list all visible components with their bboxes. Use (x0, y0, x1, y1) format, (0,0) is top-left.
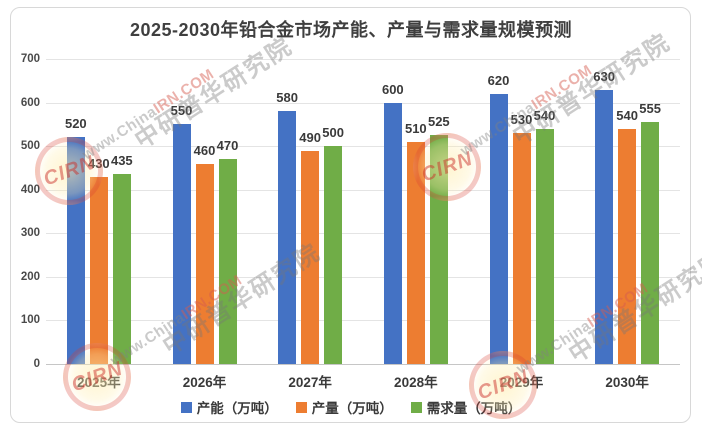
x-axis-label-2030年: 2030年 (605, 375, 649, 390)
legend-swatch-icon (295, 401, 307, 413)
chart-title: 2025-2030年铅合金市场产能、产量与需求量规模预测 (129, 20, 573, 40)
value-label: 530 (510, 112, 533, 128)
bar-2029年-需求量（万吨） (535, 128, 554, 364)
bar-2030年-需求量（万吨） (641, 122, 660, 364)
legend-label: 需求量（万吨） (426, 401, 522, 416)
legend-swatch-icon (180, 401, 192, 413)
y-tick-label-400: 400 (20, 183, 40, 196)
legend-item: 需求量（万吨） (410, 397, 522, 417)
y-tick-label-0: 0 (33, 358, 40, 370)
value-label: 630 (593, 68, 616, 84)
gridline-300 (46, 233, 680, 235)
bar-2026年-需求量（万吨） (218, 159, 237, 364)
x-axis-label-2027年: 2027年 (288, 375, 332, 390)
bar-2030年-产量（万吨） (618, 128, 637, 364)
bar-2029年-产能（万吨） (489, 93, 508, 364)
value-label: 490 (299, 129, 322, 145)
y-tick-label-100: 100 (20, 314, 40, 327)
bar-2026年-产量（万吨） (195, 163, 214, 364)
bar-2025年-产量（万吨） (89, 176, 108, 364)
value-label: 550 (170, 103, 193, 119)
bar-2026年-产能（万吨） (172, 124, 191, 364)
value-label: 470 (216, 138, 239, 154)
value-label: 600 (381, 81, 404, 97)
bar-2028年-产量（万吨） (406, 141, 425, 364)
bar-2025年-产能（万吨） (66, 137, 85, 364)
legend: 产能（万吨） 产量（万吨） 需求量（万吨） (0, 397, 702, 417)
value-label: 435 (110, 153, 133, 169)
x-axis-label-2028年: 2028年 (394, 375, 438, 390)
gridline-100 (46, 320, 680, 322)
x-axis-line (46, 364, 680, 365)
gridline-200 (46, 276, 680, 278)
gridline-600 (46, 102, 680, 104)
legend-label: 产量（万吨） (311, 401, 393, 416)
gridline-400 (46, 189, 680, 191)
value-label: 525 (427, 114, 450, 130)
x-axis-label-2025年: 2025年 (77, 375, 121, 390)
legend-item: 产能（万吨） (180, 397, 278, 417)
gridline-500 (46, 146, 680, 148)
bar-2025年-需求量（万吨） (112, 174, 131, 364)
y-tick-label-500: 500 (20, 140, 40, 153)
value-label: 430 (87, 155, 110, 171)
value-label: 460 (193, 142, 216, 158)
value-label: 510 (404, 120, 427, 136)
bar-2030年-产能（万吨） (595, 89, 614, 364)
plot-area: 520 430 435 550 460 470 580 490 500 600 510 525 620 5… (46, 59, 680, 365)
y-tick-label-700: 700 (20, 53, 40, 65)
bar-2028年-需求量（万吨） (429, 135, 448, 364)
x-axis-label-2029年: 2029年 (499, 375, 544, 390)
bar-2027年-产能（万吨） (278, 111, 297, 364)
value-label: 620 (487, 72, 510, 88)
legend-swatch-icon (410, 401, 422, 413)
gridline-700 (46, 59, 680, 60)
bar-2027年-需求量（万吨） (324, 146, 343, 364)
value-label: 520 (64, 116, 87, 132)
y-tick-label-200: 200 (20, 270, 40, 283)
bar-2028年-产能（万吨） (383, 102, 402, 364)
value-label: 500 (322, 125, 345, 141)
legend-item: 产量（万吨） (295, 397, 393, 417)
value-label: 580 (276, 90, 299, 106)
bar-2027年-产量（万吨） (301, 150, 320, 364)
value-label: 540 (616, 107, 639, 123)
y-tick-label-300: 300 (20, 227, 40, 240)
legend-label: 产能（万吨） (196, 401, 278, 416)
chart-border-frame (10, 7, 691, 423)
value-label: 540 (533, 107, 556, 123)
x-axis-label-2026年: 2026年 (182, 375, 227, 390)
y-tick-label-600: 600 (20, 96, 40, 109)
value-label: 555 (639, 101, 662, 117)
bar-2029年-产量（万吨） (512, 133, 531, 364)
